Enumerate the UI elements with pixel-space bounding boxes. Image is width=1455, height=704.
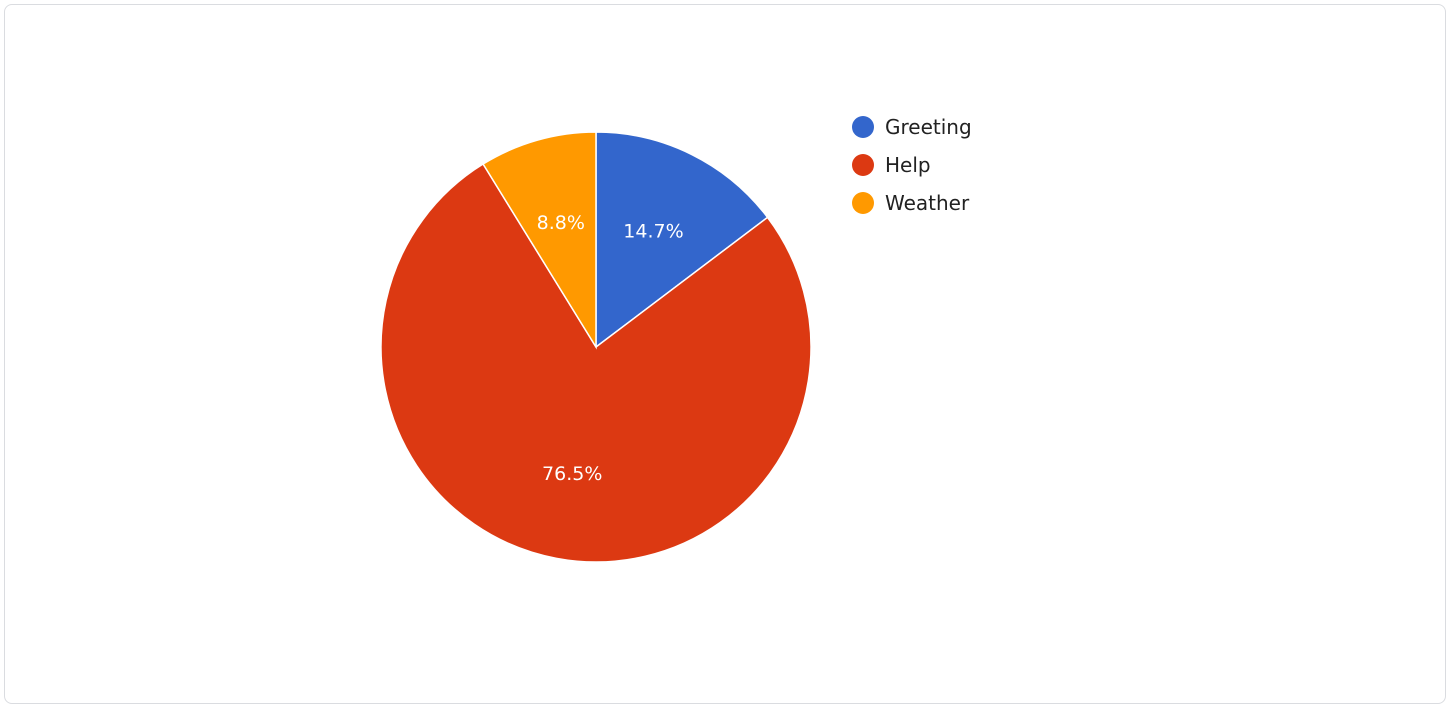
legend-label-greeting: Greeting [885, 115, 972, 139]
slice-label-greeting: 14.7% [623, 221, 683, 243]
slice-label-weather: 8.8% [537, 212, 585, 234]
slice-label-help: 76.5% [542, 463, 602, 485]
legend-label-weather: Weather [885, 191, 970, 215]
pie-slice-labels: 14.7% 76.5% 8.8% [537, 212, 684, 485]
legend-swatch-weather [852, 192, 874, 214]
pie-slice-help[interactable] [380, 163, 812, 563]
legend-swatch-greeting [852, 116, 874, 138]
legend-swatch-help [852, 154, 874, 176]
pie-chart: 14.7% 76.5% 8.8% Greeting Help Weather [380, 115, 972, 563]
legend-item-weather[interactable]: Weather [852, 191, 970, 215]
pie-slices [380, 131, 812, 563]
chart-legend: Greeting Help Weather [852, 115, 972, 215]
legend-item-help[interactable]: Help [852, 153, 931, 177]
pie-slice-greeting[interactable] [595, 131, 769, 349]
pie-slice-weather[interactable] [482, 131, 597, 350]
legend-item-greeting[interactable]: Greeting [852, 115, 972, 139]
legend-label-help: Help [885, 153, 931, 177]
chart-card: 14.7% 76.5% 8.8% Greeting Help Weather [4, 4, 1446, 704]
